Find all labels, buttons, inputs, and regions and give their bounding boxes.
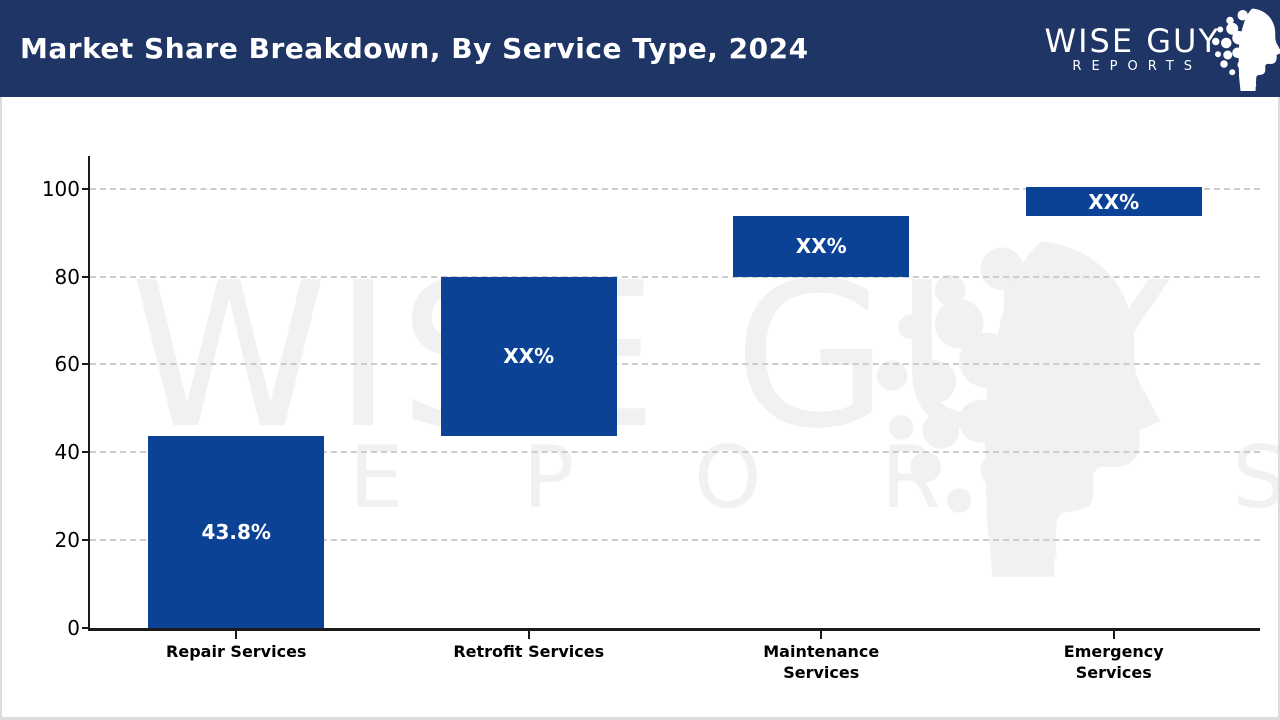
gridline-20	[90, 539, 1260, 542]
gridline-60	[90, 363, 1260, 366]
y-tick-label-20: 20	[54, 528, 80, 553]
y-tick-mark-60	[82, 363, 90, 366]
gridline-100	[90, 187, 1260, 190]
y-tick-label-0: 0	[67, 616, 80, 640]
y-tick-mark-40	[82, 451, 90, 454]
x-tick-mark-repair-services	[235, 631, 238, 639]
y-tick-label-100: 100	[41, 176, 80, 201]
bar-maintenance-services: XX%	[733, 216, 910, 277]
wiseguy-logo-subtitle: REPORTS	[1072, 59, 1203, 75]
x-tick-mark-retrofit-services	[527, 631, 530, 639]
gridline-80	[90, 275, 1260, 278]
wiseguy-logo-text: WISE GUY REPORTS	[1044, 21, 1220, 75]
bar-repair-services: 43.8%	[148, 435, 325, 628]
x-tick-label-repair-services: Repair Services	[166, 642, 307, 661]
y-tick-mark-100	[82, 187, 90, 190]
bar-value-label-repair-services: 43.8%	[201, 519, 271, 544]
bar-value-label-retrofit-services: XX%	[503, 344, 555, 369]
header: Market Share Breakdown, By Service Type,…	[0, 0, 1280, 97]
y-axis-line	[88, 156, 90, 630]
bar-value-label-emergency-services: XX%	[1088, 189, 1140, 214]
y-tick-mark-20	[82, 539, 90, 542]
bar-retrofit-services: XX%	[440, 276, 617, 436]
chart-canvas: WISE GUY R E P O R T S 0 20 40 60 80 100 43.8%…	[0, 97, 1280, 720]
x-axis-line	[88, 628, 1260, 631]
x-tick-label-retrofit-services: Retrofit Services	[453, 642, 605, 661]
waterfall-chart: 0 20 40 60 80 100 43.8% Repair Services XX% Retro…	[2, 97, 1278, 717]
y-tick-mark-0	[82, 627, 90, 629]
x-tick-label-emergency-services: Emergency Services	[1063, 642, 1164, 682]
gridline-40	[90, 451, 1260, 454]
x-tick-mark-maintenance-services	[820, 631, 823, 639]
y-tick-mark-80	[82, 275, 90, 278]
x-tick-mark-emergency-services	[1112, 631, 1115, 639]
wiseguy-logo-name: WISE GUY	[1044, 21, 1220, 60]
x-tick-label-maintenance-services: Maintenance Services	[763, 642, 880, 682]
wiseguy-logo: WISE GUY REPORTS	[1044, 4, 1280, 94]
page-title: Market Share Breakdown, By Service Type,…	[20, 32, 809, 65]
y-tick-label-40: 40	[54, 440, 80, 465]
y-tick-label-80: 80	[54, 264, 80, 289]
bar-emergency-services: XX%	[1025, 186, 1202, 217]
y-tick-label-60: 60	[54, 352, 80, 377]
bar-value-label-maintenance-services: XX%	[795, 234, 847, 259]
